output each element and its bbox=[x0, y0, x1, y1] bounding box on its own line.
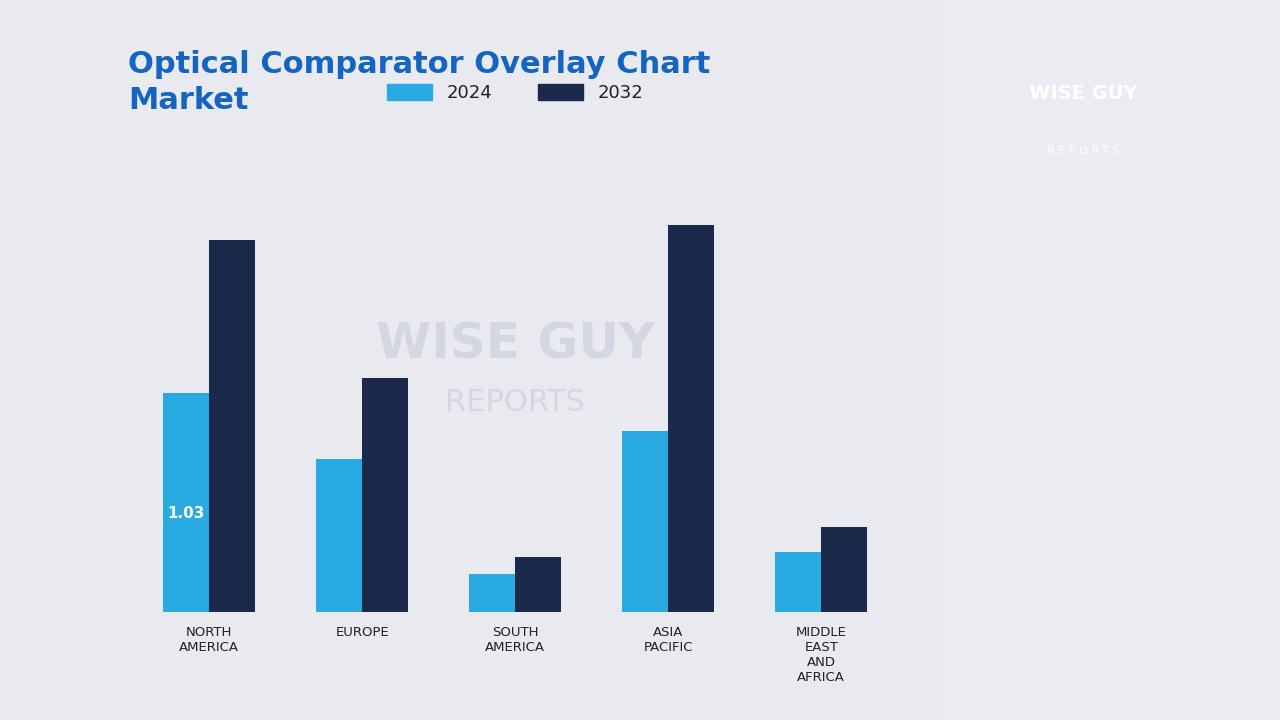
Text: REPORTS: REPORTS bbox=[445, 387, 585, 417]
Text: WISE GUY: WISE GUY bbox=[375, 320, 655, 368]
Bar bbox=[209, 240, 255, 612]
Legend: 2024, 2032: 2024, 2032 bbox=[380, 76, 650, 109]
Bar bbox=[516, 557, 561, 612]
Text: WISE GUY: WISE GUY bbox=[1029, 84, 1138, 103]
Bar bbox=[622, 431, 668, 612]
Bar bbox=[668, 225, 714, 612]
Text: 1.03: 1.03 bbox=[168, 506, 205, 521]
Bar bbox=[776, 552, 822, 612]
Text: R E P O R T S: R E P O R T S bbox=[1047, 146, 1120, 156]
Bar bbox=[164, 393, 209, 612]
Bar bbox=[316, 459, 362, 612]
Bar bbox=[470, 574, 516, 612]
Text: Optical Comparator Overlay Chart
Market: Optical Comparator Overlay Chart Market bbox=[128, 50, 710, 115]
Bar bbox=[362, 378, 408, 612]
Ellipse shape bbox=[431, 0, 1280, 720]
Bar bbox=[822, 527, 868, 612]
